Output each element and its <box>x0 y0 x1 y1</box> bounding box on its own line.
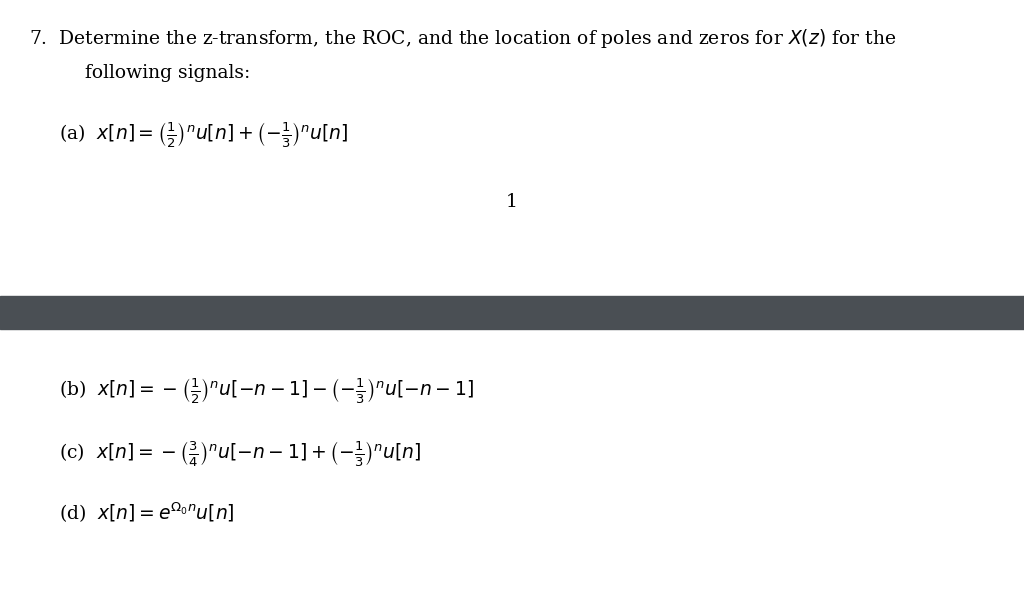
Text: (c)  $x[n] = -\left(\frac{3}{4}\right)^n u[-n-1] + \left(-\frac{1}{3}\right)^n u: (c) $x[n] = -\left(\frac{3}{4}\right)^n … <box>59 439 422 469</box>
Text: 7.  Determine the z-transform, the ROC, and the location of poles and zeros for : 7. Determine the z-transform, the ROC, a… <box>29 27 896 50</box>
Text: (a)  $x[n] = \left(\frac{1}{2}\right)^n u[n] + \left(-\frac{1}{3}\right)^n u[n]$: (a) $x[n] = \left(\frac{1}{2}\right)^n u… <box>59 120 349 150</box>
FancyBboxPatch shape <box>0 296 1024 329</box>
Text: 1: 1 <box>506 193 518 211</box>
Text: (b)  $x[n] = -\left(\frac{1}{2}\right)^n u[-n-1] - \left(-\frac{1}{3}\right)^n u: (b) $x[n] = -\left(\frac{1}{2}\right)^n … <box>59 376 474 406</box>
Text: following signals:: following signals: <box>85 64 250 82</box>
Text: (d)  $x[n] = e^{\Omega_0 n} u[n]$: (d) $x[n] = e^{\Omega_0 n} u[n]$ <box>59 501 236 525</box>
